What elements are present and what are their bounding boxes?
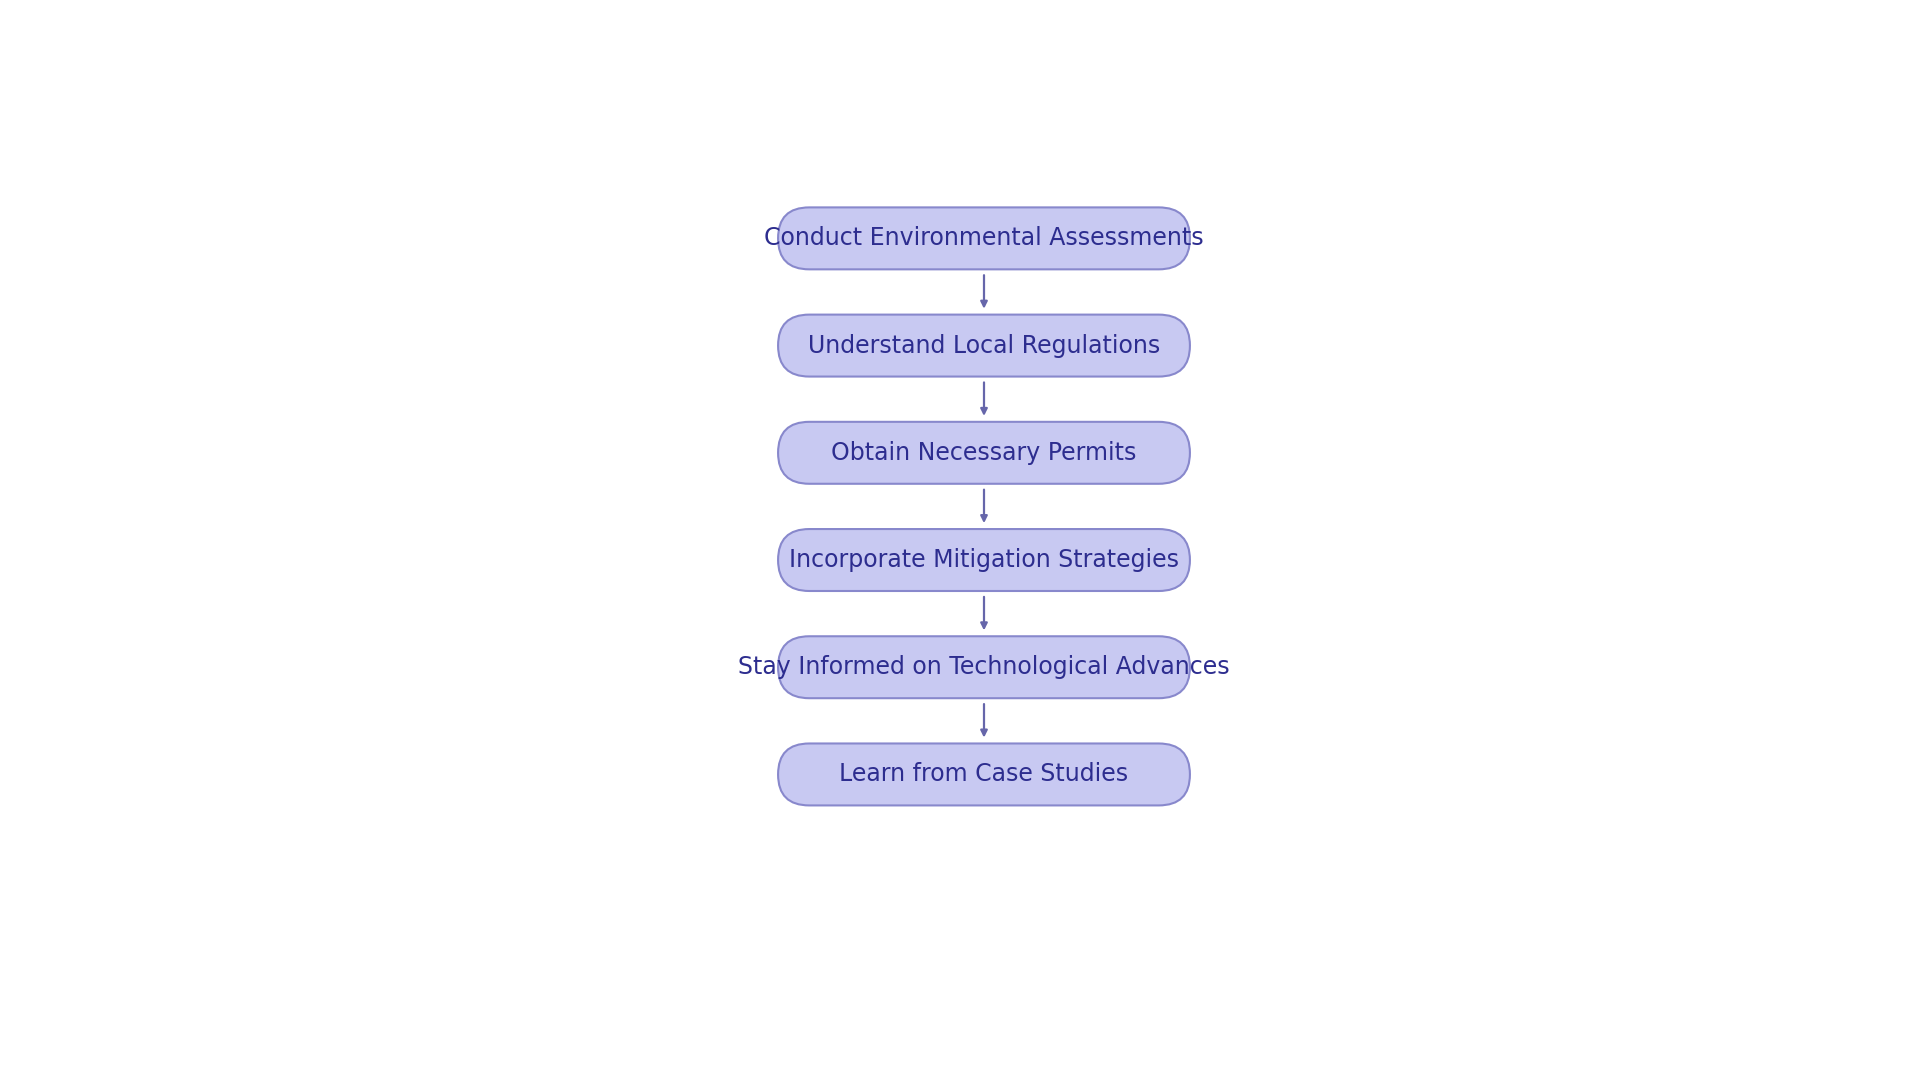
FancyBboxPatch shape [778, 314, 1190, 377]
FancyBboxPatch shape [778, 636, 1190, 699]
FancyBboxPatch shape [778, 208, 1190, 270]
Text: Conduct Environmental Assessments: Conduct Environmental Assessments [764, 226, 1204, 250]
FancyBboxPatch shape [778, 529, 1190, 591]
Text: Stay Informed on Technological Advances: Stay Informed on Technological Advances [737, 655, 1231, 679]
Text: Learn from Case Studies: Learn from Case Studies [839, 762, 1129, 786]
Text: Obtain Necessary Permits: Obtain Necessary Permits [831, 441, 1137, 465]
FancyBboxPatch shape [778, 421, 1190, 484]
FancyBboxPatch shape [778, 743, 1190, 806]
Text: Understand Local Regulations: Understand Local Regulations [808, 334, 1160, 357]
Text: Incorporate Mitigation Strategies: Incorporate Mitigation Strategies [789, 548, 1179, 572]
